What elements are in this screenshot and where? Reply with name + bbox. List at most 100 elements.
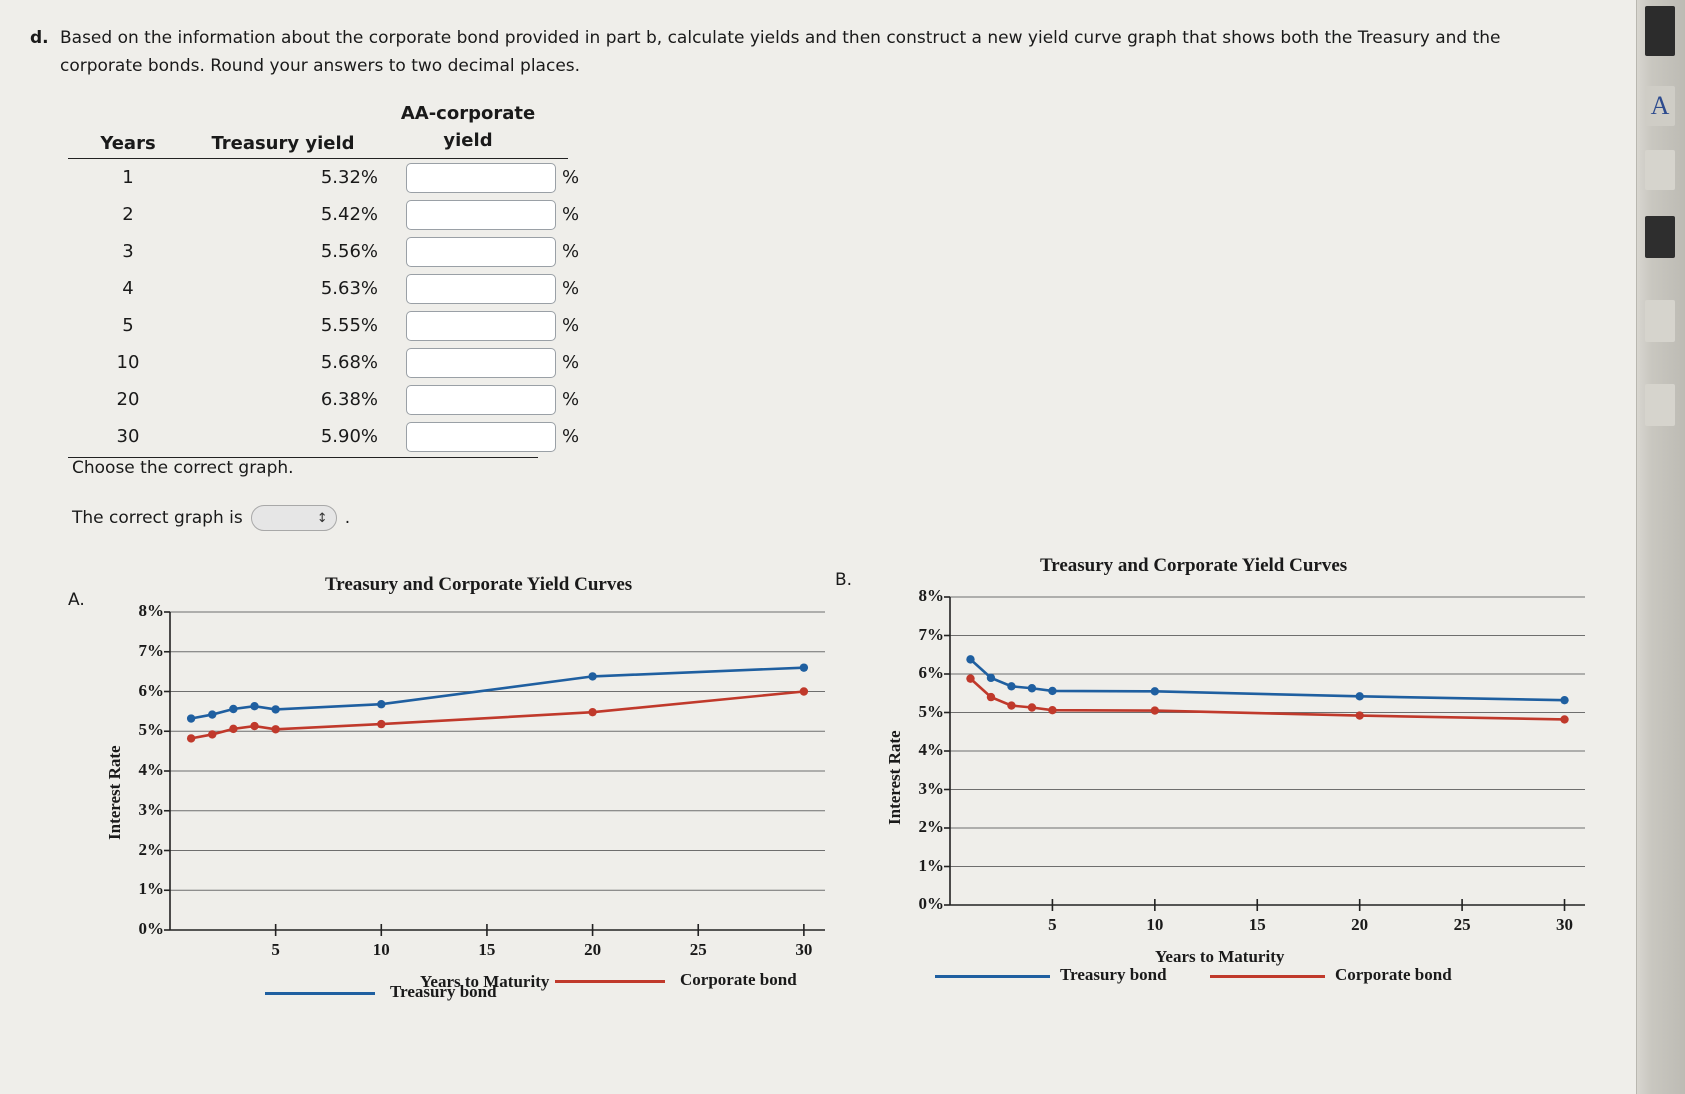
y-tick-label: 8%: [918, 586, 945, 605]
table-header-row: Years Treasury yield AA-corporate yield: [68, 100, 568, 159]
data-point: [377, 719, 386, 729]
edge-artifact-2: A: [1645, 86, 1675, 126]
legend-label-corporate: Corporate bond: [680, 970, 797, 989]
data-point: [186, 714, 196, 723]
data-point: [1048, 686, 1057, 696]
y-tick-label: 7%: [138, 640, 165, 660]
y-tick-label: 1%: [918, 855, 945, 875]
x-tick-label: 30: [795, 940, 813, 959]
cell-treasury-yield: 5.56%: [320, 241, 378, 262]
scan-edge-strip: A: [1636, 0, 1685, 1094]
legend-swatch-corporate: [1210, 975, 1325, 978]
percent-sign: %: [562, 426, 580, 447]
data-point: [208, 730, 217, 739]
data-point: [588, 707, 597, 717]
percent-sign: %: [562, 204, 580, 225]
corporate-yield-input-2[interactable]: [406, 199, 556, 230]
table-row: 20 6.38%%: [68, 381, 579, 418]
corporate-yield-input-4[interactable]: [406, 273, 556, 304]
cell-treasury-yield: 5.55%: [320, 315, 378, 336]
answer-prefix: The correct graph is: [72, 508, 243, 528]
corporate-yield-input-5[interactable]: [406, 310, 556, 341]
cell-years: 10: [116, 352, 140, 373]
data-point: [1560, 715, 1569, 724]
table-row: 30 5.90%%: [68, 418, 579, 455]
data-point: [966, 674, 975, 683]
x-axis-label: Years to Maturity: [1155, 947, 1285, 966]
table-row: 1 5.32%%: [68, 159, 579, 196]
option-letter: A.: [68, 590, 85, 610]
y-tick-label: 8%: [138, 601, 165, 620]
legend-label-corporate: Corporate bond: [1335, 965, 1452, 984]
percent-sign: %: [562, 241, 580, 262]
column-header-treasury-yield: Treasury yield: [211, 133, 355, 154]
edge-artifact-1: [1645, 6, 1675, 56]
y-tick-label: 3%: [918, 778, 945, 798]
corporate-yield-input-1[interactable]: [406, 162, 556, 193]
option-letter: B.: [835, 570, 853, 590]
cell-corporate-yield: %: [406, 310, 579, 341]
chart-title: Treasury and Corporate Yield Curves: [1040, 555, 1348, 576]
legend-label-treasury: Treasury bond: [390, 982, 497, 1001]
data-point: [186, 734, 196, 743]
y-tick-label: 0%: [918, 894, 945, 913]
edge-artifact-4: [1645, 216, 1675, 258]
cell-corporate-yield: %: [406, 236, 579, 267]
data-point: [588, 672, 597, 681]
legend-swatch-treasury: [935, 975, 1050, 978]
percent-sign: %: [562, 315, 580, 336]
option-a-graph[interactable]: 0% 1% 2% 3% 4% 5% 6% 7% 8% 5 10 15 20 25 30 A. Treasury …: [60, 574, 860, 1060]
data-point: [1355, 692, 1364, 701]
cell-corporate-yield: %: [406, 162, 579, 193]
choose-prompt: Choose the correct graph.: [72, 458, 294, 478]
y-tick-label: 5%: [918, 701, 945, 721]
cell-years: 3: [122, 241, 134, 262]
cell-treasury-yield: 5.68%: [320, 352, 378, 373]
data-point: [986, 692, 996, 702]
data-point: [208, 710, 217, 719]
chart-canvas: [164, 611, 825, 936]
data-point: [377, 700, 386, 709]
correct-graph-dropdown[interactable]: ↕: [250, 505, 337, 531]
data-point: [271, 725, 280, 734]
edge-artifact-5: [1645, 300, 1675, 342]
y-tick-label: 2%: [138, 839, 165, 859]
data-point: [1560, 695, 1569, 705]
y-tick-label: 7%: [918, 624, 945, 644]
legend-swatch-corporate: [555, 980, 665, 983]
data-point: [1150, 706, 1160, 715]
option-b-graph[interactable]: 0% 1% 2% 3% 4% 5% 6% 7% 8% 5 10 15 20 25 30 B. Treasury …: [835, 555, 1645, 1025]
data-point: [799, 663, 809, 672]
y-axis-label: Interest Rate: [885, 730, 904, 825]
y-axis-label: Interest Rate: [105, 745, 124, 840]
corporate-yield-input-10[interactable]: [406, 347, 556, 378]
corporate-yield-input-30[interactable]: [406, 421, 556, 452]
x-tick-label: 10: [1146, 915, 1164, 934]
cell-corporate-yield: %: [406, 199, 579, 230]
series-line-treasury: [190, 666, 804, 720]
answer-line: The correct graph is ↕ .: [72, 505, 350, 531]
table-body: 1 5.32%% 2 5.42%% 3 5.56%% 4 5.63%% 5 5.55%% 10 5.6…: [68, 159, 579, 455]
cell-years: 1: [122, 167, 134, 188]
x-tick-label: 20: [584, 940, 602, 959]
cell-years: 20: [116, 389, 140, 410]
cell-years: 5: [122, 315, 134, 336]
y-tick-label: 0%: [138, 919, 165, 938]
column-header-corporate-yield: AA-corporate yield: [400, 103, 536, 151]
cell-treasury-yield: 5.42%: [320, 204, 378, 225]
percent-sign: %: [562, 389, 580, 410]
legend-label-treasury: Treasury bond: [1060, 965, 1167, 984]
answer-suffix: .: [344, 508, 351, 528]
x-tick-label: 30: [1556, 915, 1574, 934]
edge-artifact-6: [1645, 384, 1675, 426]
y-tick-label: 4%: [138, 760, 165, 779]
corporate-yield-input-20[interactable]: [406, 384, 556, 415]
corporate-yield-input-3[interactable]: [406, 236, 556, 267]
table-row: 3 5.56%%: [68, 233, 579, 270]
data-point: [229, 724, 238, 734]
question-text: Based on the information about the corpo…: [60, 28, 1501, 76]
question-block: d. Based on the information about the co…: [30, 24, 1530, 80]
data-point: [1027, 703, 1037, 712]
cell-treasury-yield: 5.32%: [320, 167, 378, 188]
x-tick-label: 5: [271, 940, 280, 959]
